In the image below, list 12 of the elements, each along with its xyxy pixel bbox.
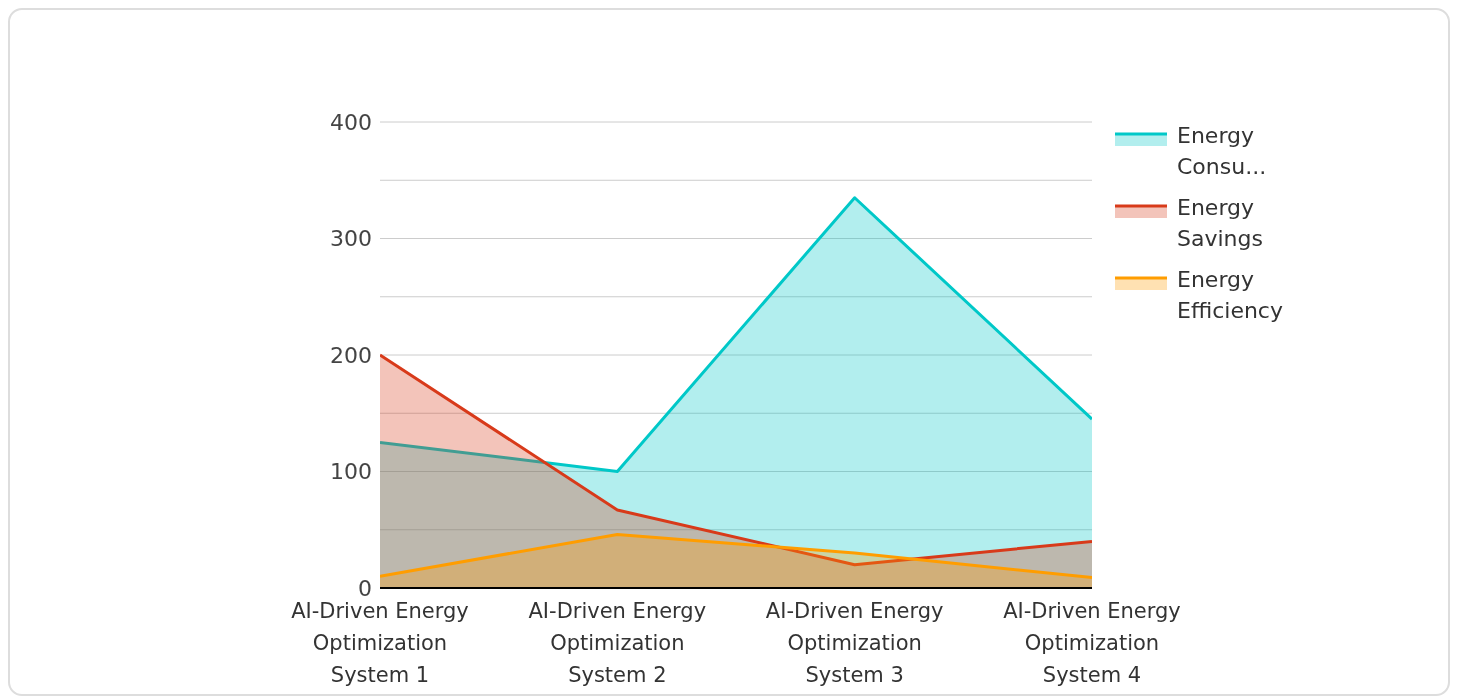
y-tick-label: 400 (330, 109, 372, 135)
y-tick-label: 100 (330, 459, 372, 485)
y-tick-label: 200 (330, 342, 372, 368)
legend-label: Energy Efficiency (1177, 266, 1284, 325)
y-tick-label: 0 (358, 575, 372, 601)
y-tick-label: 300 (330, 226, 372, 252)
x-tick-label: AI-Driven Energy Optimization System 4 (1003, 599, 1181, 687)
x-tick-label: AI-Driven Energy Optimization System 1 (291, 599, 469, 687)
x-tick-label: AI-Driven Energy Optimization System 3 (765, 599, 944, 687)
legend-label: Energy Consu... (1177, 122, 1268, 181)
legend-label: Energy Savings (1177, 194, 1264, 253)
x-tick-label: AI-Driven Energy Optimization System 2 (528, 599, 707, 687)
